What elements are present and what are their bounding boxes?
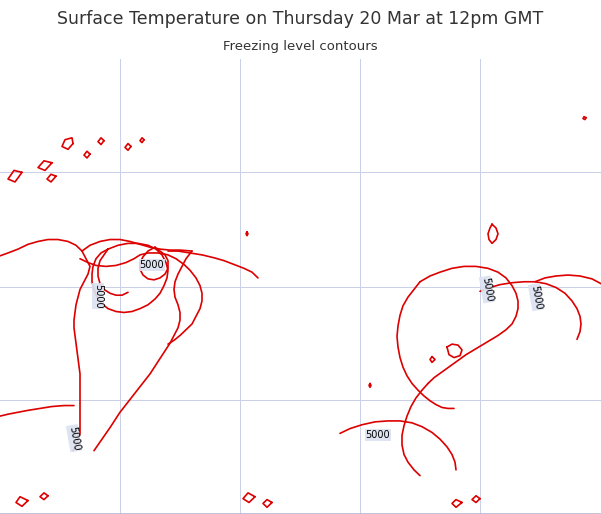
Text: 5000: 5000 xyxy=(480,277,494,302)
Text: 5000: 5000 xyxy=(93,284,103,308)
Text: 5000: 5000 xyxy=(67,425,81,451)
Text: 5000: 5000 xyxy=(365,430,390,440)
Text: Freezing level contours: Freezing level contours xyxy=(223,40,378,52)
Text: 5000: 5000 xyxy=(529,284,543,310)
Text: Surface Temperature on Thursday 20 Mar at 12pm GMT: Surface Temperature on Thursday 20 Mar a… xyxy=(57,10,544,28)
Text: 5000: 5000 xyxy=(139,261,164,270)
